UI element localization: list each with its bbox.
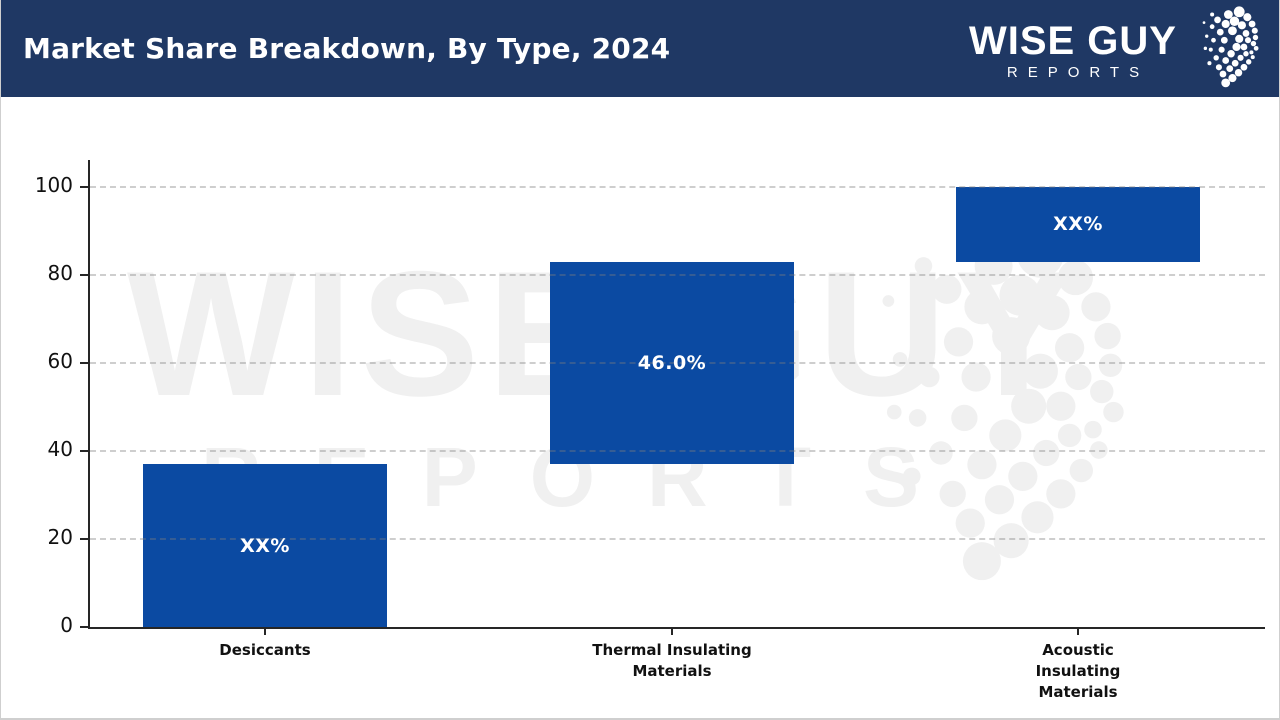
x-tick-mark xyxy=(671,629,673,635)
y-tick-mark xyxy=(80,626,89,628)
bar-value-label: XX% xyxy=(240,534,290,557)
y-tick-mark xyxy=(80,538,89,540)
y-tick-label: 40 xyxy=(47,437,73,461)
x-axis-line xyxy=(88,627,1265,629)
gridline xyxy=(90,274,1265,276)
bar xyxy=(550,261,794,465)
y-tick-label: 0 xyxy=(60,613,73,637)
y-tick-mark xyxy=(80,362,89,364)
bar-value-label: XX% xyxy=(1053,213,1103,236)
x-category-label: Acoustic Insulating Materials xyxy=(1035,641,1121,701)
y-tick-mark xyxy=(80,450,89,452)
logo-wordmark: WISE GUY xyxy=(968,18,1177,63)
gridline xyxy=(90,450,1265,452)
x-tick-mark xyxy=(264,629,266,635)
x-tick-mark xyxy=(1077,629,1079,635)
wiseguy-logo: WISE GUY REPORTS xyxy=(969,3,1269,95)
gridline xyxy=(90,538,1265,540)
y-tick-label: 60 xyxy=(47,349,73,373)
gridline xyxy=(90,186,1265,188)
logo-text: WISE GUY REPORTS xyxy=(969,21,1177,80)
y-tick-label: 80 xyxy=(47,261,73,285)
logo-subtext: REPORTS xyxy=(1006,63,1150,81)
header: Market Share Breakdown, By Type, 2024 WI… xyxy=(1,0,1279,97)
x-category-label: Thermal Insulating Materials xyxy=(592,641,752,680)
bar-value-label: 46.0% xyxy=(637,351,707,374)
bar xyxy=(143,464,387,627)
y-tick-mark xyxy=(80,186,89,188)
page-title: Market Share Breakdown, By Type, 2024 xyxy=(23,32,671,65)
watermark-head-icon xyxy=(882,230,1124,581)
logo-head-icon xyxy=(1202,6,1259,88)
bar xyxy=(956,187,1200,262)
y-tick-label: 20 xyxy=(47,525,73,549)
gridline xyxy=(90,362,1265,364)
x-category-label: Desiccants xyxy=(219,641,311,659)
y-axis-line xyxy=(88,160,90,629)
y-tick-mark xyxy=(80,274,89,276)
y-tick-label: 100 xyxy=(34,173,73,197)
